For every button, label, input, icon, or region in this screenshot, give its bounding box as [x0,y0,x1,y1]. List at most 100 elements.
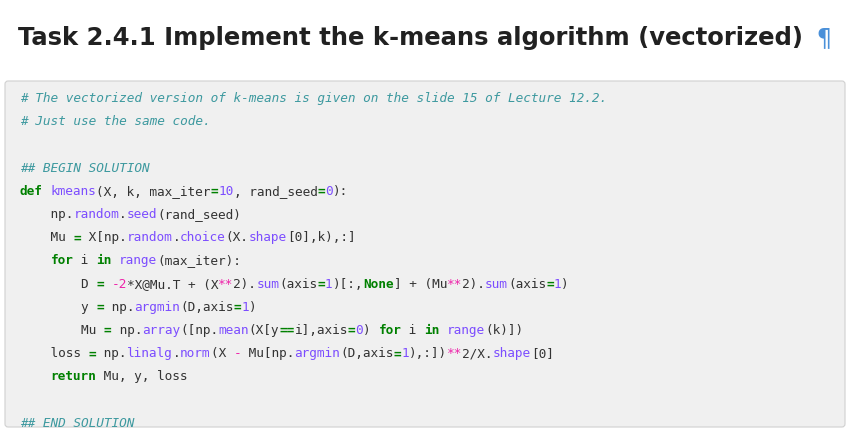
Text: in: in [96,254,111,267]
Text: 2).: 2). [462,278,485,291]
Text: [0]: [0] [531,347,554,360]
Text: =: = [96,301,104,314]
Text: (X[y: (X[y [248,324,279,337]
Text: ),:]): ),:]) [408,347,447,360]
Text: =: = [73,231,81,244]
Text: array: array [142,324,180,337]
Text: 10: 10 [218,185,233,198]
Text: ## END SOLUTION: ## END SOLUTION [20,417,134,430]
Text: Task 2.4.1 Implement the k-means algorithm (vectorized): Task 2.4.1 Implement the k-means algorit… [18,26,803,50]
Text: .: . [173,347,180,360]
Text: random: random [127,231,173,244]
Text: (D,axis: (D,axis [180,301,233,314]
Text: .: . [173,231,180,244]
Text: kmeans: kmeans [50,185,96,198]
Text: 1: 1 [241,301,248,314]
Text: def: def [20,185,43,198]
Text: np.: np. [20,208,73,221]
Text: y: y [20,301,96,314]
Text: # Just use the same code.: # Just use the same code. [20,115,211,128]
Text: np.: np. [96,347,127,360]
Text: # The vectorized version of k-means is given on the slide 15 of Lecture 12.2.: # The vectorized version of k-means is g… [20,92,607,105]
Text: loss: loss [20,347,89,360]
Text: np.: np. [111,324,142,337]
Text: range: range [447,324,485,337]
Text: Mu: Mu [20,324,104,337]
Text: None: None [363,278,394,291]
Text: i: i [73,254,96,267]
Text: random: random [73,208,119,221]
Text: *X@Mu.T + (X: *X@Mu.T + (X [127,278,218,291]
Text: =: = [96,278,104,291]
Text: norm: norm [180,347,211,360]
Text: 0: 0 [356,324,363,337]
Text: (D,axis: (D,axis [340,347,394,360]
Text: X[np.: X[np. [81,231,127,244]
Text: =: = [348,324,356,337]
FancyBboxPatch shape [5,81,845,427]
Text: -: - [233,347,241,360]
Text: ):: ): [333,185,348,198]
Text: =: = [394,347,402,360]
Text: =: = [546,278,554,291]
Text: 2/X.: 2/X. [462,347,493,360]
Text: Mu[np.: Mu[np. [241,347,294,360]
Text: linalg: linalg [127,347,173,360]
Text: shape: shape [493,347,531,360]
Text: argmin: argmin [134,301,180,314]
Text: seed: seed [127,208,157,221]
Text: (X, k, max_iter: (X, k, max_iter [96,185,211,198]
Text: Mu: Mu [20,231,73,244]
Text: 1: 1 [325,278,333,291]
Text: ==: == [279,324,294,337]
Text: (max_iter):: (max_iter): [157,254,241,267]
Text: [0],k),:]: [0],k),:] [287,231,356,244]
Text: **: ** [447,278,462,291]
Text: .: . [119,208,127,221]
Text: **: ** [218,278,233,291]
Text: mean: mean [218,324,248,337]
Text: (X.: (X. [226,231,248,244]
Text: (axis: (axis [279,278,317,291]
Text: for: for [50,254,73,267]
Text: **: ** [447,347,462,360]
Text: ¶: ¶ [809,26,832,50]
Text: ## BEGIN SOLUTION: ## BEGIN SOLUTION [20,161,150,174]
Text: (axis: (axis [508,278,546,291]
Text: (X: (X [211,347,233,360]
Text: ): ) [248,301,256,314]
Text: ): ) [363,324,379,337]
Text: for: for [379,324,402,337]
Text: range: range [119,254,157,267]
Text: =: = [233,301,241,314]
Text: shape: shape [248,231,287,244]
Text: Mu, y, loss: Mu, y, loss [96,370,188,383]
Text: 1: 1 [554,278,562,291]
Text: i: i [402,324,424,337]
Text: choice: choice [180,231,226,244]
Text: =: = [317,278,325,291]
Text: 0: 0 [325,185,333,198]
Text: (k)]): (k)]) [485,324,523,337]
Text: -2: -2 [111,278,127,291]
Text: 1: 1 [402,347,408,360]
Text: ([np.: ([np. [180,324,218,337]
Text: ): ) [562,278,569,291]
Text: =: = [104,324,111,337]
Text: i],axis: i],axis [294,324,348,337]
Text: , rand_seed: , rand_seed [233,185,317,198]
Text: np.: np. [104,301,134,314]
Text: =: = [211,185,218,198]
Text: in: in [424,324,439,337]
Text: =: = [89,347,96,360]
Text: return: return [50,370,96,383]
Text: sum: sum [485,278,508,291]
Text: ] + (Mu: ] + (Mu [394,278,447,291]
Text: sum: sum [256,278,279,291]
Text: )[:,: )[:, [333,278,363,291]
Text: =: = [317,185,325,198]
Text: argmin: argmin [294,347,340,360]
Text: D: D [20,278,96,291]
Text: (rand_seed): (rand_seed) [157,208,241,221]
Text: 2).: 2). [233,278,256,291]
